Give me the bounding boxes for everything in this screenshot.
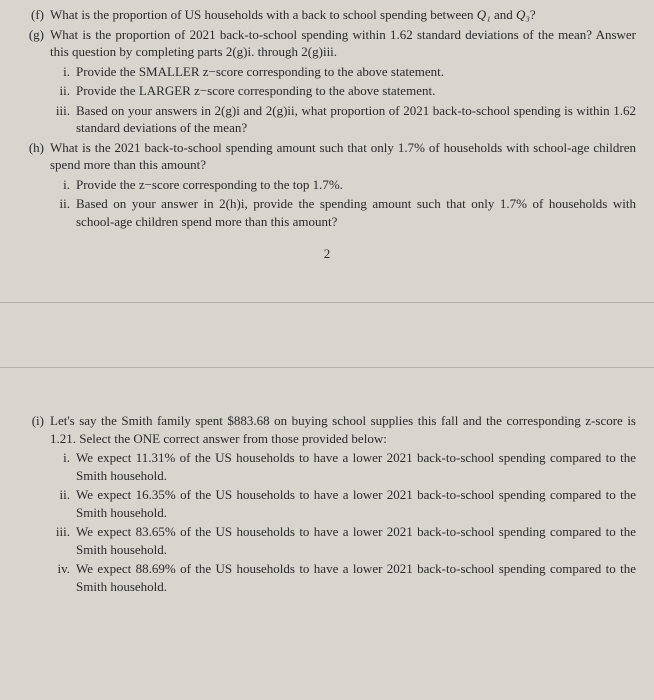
question-g-label: (g) <box>18 26 50 137</box>
question-g-i: i. Provide the SMALLER z−score correspon… <box>50 63 636 81</box>
question-i-label: (i) <box>18 412 50 595</box>
i-iv-text: We expect 88.69% of the US households to… <box>76 560 636 595</box>
i-i-label: i. <box>50 449 76 484</box>
g-ii-text: Provide the LARGER z−score corresponding… <box>76 82 636 100</box>
question-i: (i) Let's say the Smith family spent $88… <box>18 412 636 595</box>
i-i-text: We expect 11.31% of the US households to… <box>76 449 636 484</box>
i-ii-label: ii. <box>50 486 76 521</box>
i-iv-label: iv. <box>50 560 76 595</box>
qmark: ? <box>530 7 536 22</box>
question-f-text: What is the proportion of US households … <box>50 6 636 24</box>
question-g-ii: ii. Provide the LARGER z−score correspon… <box>50 82 636 100</box>
question-f: (f) What is the proportion of US househo… <box>18 6 636 24</box>
g-i-text: Provide the SMALLER z−score correspondin… <box>76 63 636 81</box>
question-i-text: Let's say the Smith family spent $883.68… <box>50 413 636 446</box>
g-iii-label: iii. <box>50 102 76 137</box>
question-g: (g) What is the proportion of 2021 back-… <box>18 26 636 137</box>
page-break-region <box>18 272 636 412</box>
question-i-iv: iv. We expect 88.69% of the US household… <box>50 560 636 595</box>
g-ii-label: ii. <box>50 82 76 100</box>
question-i-iii: iii. We expect 83.65% of the US househol… <box>50 523 636 558</box>
question-h-text: What is the 2021 back-to-school spending… <box>50 140 636 173</box>
h-ii-text: Based on your answer in 2(h)i, provide t… <box>76 195 636 230</box>
question-i-content: Let's say the Smith family spent $883.68… <box>50 412 636 595</box>
h-i-text: Provide the z−score corresponding to the… <box>76 176 636 194</box>
g-iii-text: Based on your answers in 2(g)i and 2(g)i… <box>76 102 636 137</box>
divider-line <box>0 302 654 303</box>
question-h-ii: ii. Based on your answer in 2(h)i, provi… <box>50 195 636 230</box>
question-h: (h) What is the 2021 back-to-school spen… <box>18 139 636 231</box>
question-h-content: What is the 2021 back-to-school spending… <box>50 139 636 231</box>
h-ii-label: ii. <box>50 195 76 230</box>
question-g-iii: iii. Based on your answers in 2(g)i and … <box>50 102 636 137</box>
i-iii-label: iii. <box>50 523 76 558</box>
question-i-i: i. We expect 11.31% of the US households… <box>50 449 636 484</box>
document-page: (f) What is the proportion of US househo… <box>0 0 654 596</box>
q3-symbol: Q₃ <box>516 7 530 22</box>
page-number: 2 <box>18 245 636 263</box>
question-h-label: (h) <box>18 139 50 231</box>
g-i-label: i. <box>50 63 76 81</box>
h-i-label: i. <box>50 176 76 194</box>
question-g-content: What is the proportion of 2021 back-to-s… <box>50 26 636 137</box>
i-iii-text: We expect 83.65% of the US households to… <box>76 523 636 558</box>
question-f-label: (f) <box>18 6 50 24</box>
divider-line <box>0 367 654 368</box>
q1-symbol: Q₁ <box>477 7 491 22</box>
and-text: and <box>491 7 516 22</box>
question-i-ii: ii. We expect 16.35% of the US household… <box>50 486 636 521</box>
i-ii-text: We expect 16.35% of the US households to… <box>76 486 636 521</box>
question-h-i: i. Provide the z−score corresponding to … <box>50 176 636 194</box>
question-f-text-a: What is the proportion of US households … <box>50 7 477 22</box>
question-g-text: What is the proportion of 2021 back-to-s… <box>50 27 636 60</box>
